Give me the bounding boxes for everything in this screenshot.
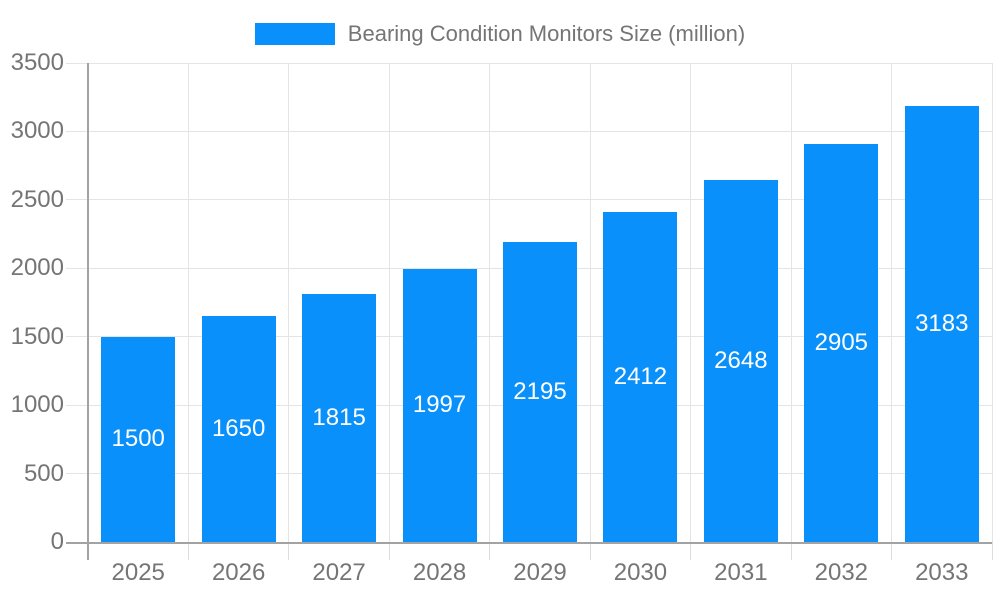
x-axis-tick (489, 542, 491, 560)
y-tick-label: 0 (50, 528, 64, 555)
plot-area: 1500 1650 1815 1997 2195 2412 2648 2905 3183 0 50… (11, 49, 993, 586)
y-tick-label: 2000 (10, 254, 64, 282)
v-gridline (690, 63, 692, 542)
v-gridline (790, 63, 792, 542)
x-axis-tick (288, 542, 290, 560)
x-axis-tick (187, 542, 189, 560)
x-axis-tick (388, 542, 390, 560)
h-gridline (66, 199, 992, 201)
bar-2026[interactable] (201, 316, 276, 542)
x-tick-label: 2029 (513, 559, 567, 586)
y-tick-label: 3000 (10, 117, 64, 145)
y-tick-label: 2500 (10, 185, 64, 213)
y-tick-label: 1500 (10, 322, 64, 350)
v-gridline (589, 63, 591, 542)
x-tick-label: 2030 (613, 559, 668, 586)
bar-2025[interactable] (101, 336, 176, 542)
x-tick-label: 2026 (211, 559, 266, 586)
x-axis-tick (690, 542, 692, 560)
x-tick-label: 2032 (814, 559, 869, 586)
bar-2028[interactable] (402, 268, 477, 542)
x-axis-line (66, 542, 992, 544)
h-gridline (66, 130, 992, 132)
legend-swatch[interactable] (254, 23, 335, 45)
v-gridline (489, 63, 491, 542)
x-axis-tick (790, 542, 792, 560)
x-axis-tick (991, 542, 993, 560)
v-gridline (891, 63, 893, 542)
y-tick-label: 500 (23, 459, 64, 487)
x-tick-label: 2031 (714, 559, 768, 586)
bar-2030[interactable] (603, 211, 678, 542)
bar-2031[interactable] (703, 179, 778, 542)
x-axis-tick (891, 542, 893, 560)
y-tick-label: 3500 (10, 49, 64, 76)
v-gridline (187, 63, 189, 542)
legend: Bearing Condition Monitors Size (million… (0, 20, 1000, 48)
x-tick-label: 2025 (111, 559, 165, 586)
y-tick-label: 1000 (10, 391, 64, 419)
v-gridline (388, 63, 390, 542)
x-axis-tick (589, 542, 591, 560)
bar-2029[interactable] (503, 241, 577, 542)
bar-2033[interactable] (904, 106, 979, 542)
h-gridline (66, 62, 992, 64)
bar-2027[interactable] (302, 293, 377, 542)
v-gridline (991, 63, 993, 542)
x-tick-label: 2027 (312, 559, 366, 586)
legend-label[interactable]: Bearing Condition Monitors Size (million… (347, 21, 746, 46)
x-tick-label: 2033 (915, 559, 969, 586)
bar-2032[interactable] (804, 144, 879, 542)
v-gridline (288, 63, 290, 542)
x-tick-label: 2028 (412, 559, 467, 586)
y-axis-line (87, 63, 89, 560)
